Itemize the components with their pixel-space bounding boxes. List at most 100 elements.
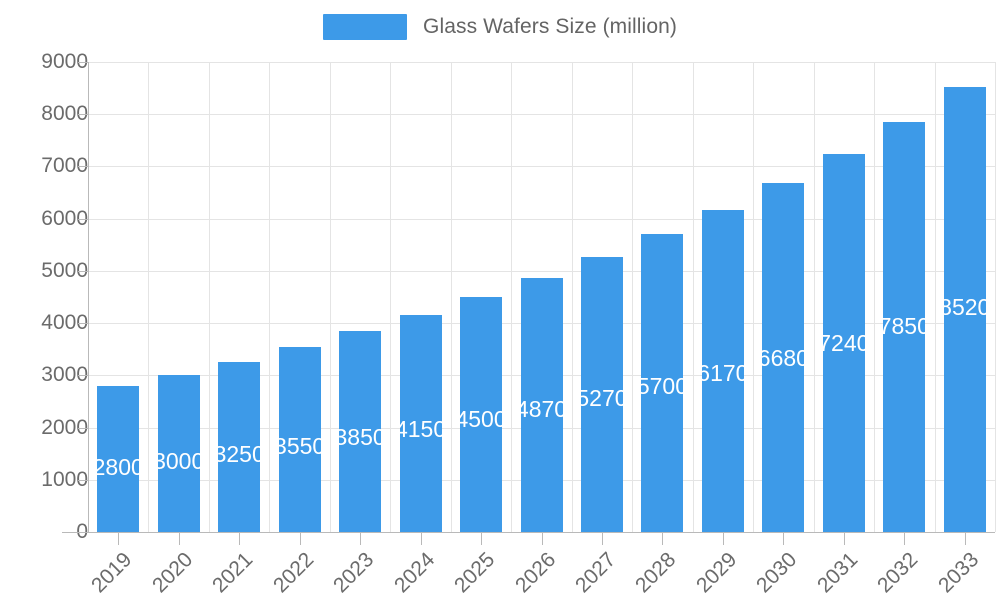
bar[interactable] — [762, 183, 805, 532]
gridline-vertical — [148, 62, 149, 532]
x-axis-tick-label: 2029 — [691, 548, 742, 598]
y-axis-tick-mark — [78, 375, 88, 377]
bar-column[interactable]: 7240 — [822, 62, 865, 532]
y-axis-tick-mark — [78, 479, 88, 481]
x-axis-tick-label: 2025 — [449, 548, 500, 598]
chart-legend: Glass Wafers Size (million) — [0, 14, 1000, 40]
bar-column[interactable]: 4150 — [399, 62, 442, 532]
gridline-vertical — [330, 62, 331, 532]
y-axis-tick-mark — [78, 62, 88, 63]
y-axis-tick-mark — [78, 114, 88, 116]
x-axis-tick-mark — [299, 533, 301, 545]
x-axis-tick-label: 2026 — [510, 548, 560, 598]
bar-column[interactable]: 5700 — [641, 62, 684, 532]
gridline-horizontal — [88, 114, 995, 116]
x-axis-tick-mark — [843, 533, 845, 545]
y-axis-tick-label: 5000 — [41, 258, 88, 282]
bar[interactable] — [701, 209, 744, 532]
bar[interactable] — [641, 234, 684, 532]
gridline-vertical — [209, 62, 210, 532]
gridline-vertical — [693, 62, 694, 532]
x-axis-tick-label: 2027 — [570, 548, 621, 598]
gridline-horizontal — [88, 62, 995, 63]
x-axis-tick-mark — [481, 533, 483, 545]
x-axis-line — [62, 532, 995, 533]
y-axis: 0 1000 2000 3000 4000 5000 6000 7000 8000 9000 — [0, 0, 88, 600]
y-axis-tick-mark — [78, 218, 88, 220]
x-axis-tick-mark — [722, 533, 724, 545]
x-axis-tick-label: 2030 — [752, 548, 802, 598]
x-axis-tick-label: 2020 — [147, 548, 197, 598]
x-axis-tick-mark — [964, 533, 966, 545]
bar-column[interactable]: 3550 — [278, 62, 321, 532]
y-axis-tick-mark — [78, 323, 88, 325]
gridline-vertical — [632, 62, 633, 532]
bar-column[interactable]: 3250 — [218, 62, 261, 532]
x-axis-tick-label: 2032 — [873, 548, 923, 598]
x-axis-tick-mark — [420, 533, 422, 545]
x-axis-tick-label: 2031 — [812, 548, 863, 598]
gridline-vertical — [390, 62, 391, 532]
bar-column[interactable]: 6680 — [762, 62, 805, 532]
y-axis-tick-label: 6000 — [41, 206, 88, 230]
bar-column[interactable]: 6170 — [701, 62, 744, 532]
x-axis-tick-mark — [904, 533, 906, 545]
y-axis-tick-label: 3000 — [41, 363, 88, 387]
y-axis-tick-label: 2000 — [41, 415, 88, 439]
bar-column[interactable]: 3850 — [339, 62, 382, 532]
y-axis-tick-mark — [78, 166, 88, 168]
y-axis-tick-label: 8000 — [41, 102, 88, 126]
x-axis-tick-label: 2028 — [631, 548, 681, 598]
x-axis-tick-mark — [541, 533, 543, 545]
x-axis-tick-label: 2023 — [329, 548, 379, 598]
plot-area: 2800 3000 3250 3550 3850 4150 4500 4870 5270 5700… — [88, 62, 996, 533]
gridline-horizontal — [88, 166, 995, 168]
bar-column[interactable]: 7850 — [883, 62, 926, 532]
bar[interactable] — [580, 256, 623, 532]
gridline-vertical — [511, 62, 512, 532]
bar-column[interactable]: 3000 — [157, 62, 200, 532]
bar[interactable] — [157, 375, 200, 532]
bar-column[interactable]: 8520 — [943, 62, 986, 532]
bar[interactable] — [822, 153, 865, 532]
bar[interactable] — [520, 277, 563, 532]
legend-swatch-glass-wafers-size[interactable] — [323, 14, 408, 40]
y-axis-tick-mark — [78, 270, 88, 272]
gridline-horizontal — [88, 218, 995, 220]
x-axis-tick-label: 2022 — [268, 548, 318, 598]
gridline-vertical — [935, 62, 936, 532]
y-axis-tick-label: 0 — [16, 520, 88, 544]
bar[interactable] — [218, 362, 261, 532]
gridline-vertical — [269, 62, 270, 532]
x-axis-tick-mark — [118, 533, 120, 545]
x-axis-tick-mark — [601, 533, 603, 545]
x-axis-tick-label: 2021 — [208, 548, 258, 598]
x-axis-tick-label: 2033 — [933, 548, 984, 598]
bar-column[interactable]: 2800 — [97, 62, 140, 532]
y-axis-tick-label: 9000 — [41, 50, 88, 73]
bar[interactable] — [399, 315, 442, 532]
bar[interactable] — [339, 330, 382, 532]
bar[interactable] — [278, 346, 321, 532]
y-axis-tick-label: 7000 — [41, 154, 88, 178]
bar-column[interactable]: 5270 — [580, 62, 623, 532]
bar[interactable] — [97, 385, 140, 532]
y-axis-tick-mark — [78, 427, 88, 429]
x-axis-tick-mark — [783, 533, 785, 545]
bar[interactable] — [883, 122, 926, 532]
gridline-vertical — [814, 62, 815, 532]
bar[interactable] — [460, 297, 503, 532]
gridline-vertical — [572, 62, 573, 532]
x-axis-tick-mark — [360, 533, 362, 545]
y-axis-line — [88, 62, 89, 533]
x-axis-tick-mark — [662, 533, 664, 545]
bar-column[interactable]: 4500 — [460, 62, 503, 532]
gridline-vertical — [753, 62, 754, 532]
bar-column[interactable]: 4870 — [520, 62, 563, 532]
gridline-vertical — [874, 62, 875, 532]
gridline-vertical — [451, 62, 452, 532]
bar[interactable] — [943, 87, 986, 532]
x-axis-tick-mark — [178, 533, 180, 545]
x-axis-tick-mark — [239, 533, 241, 545]
